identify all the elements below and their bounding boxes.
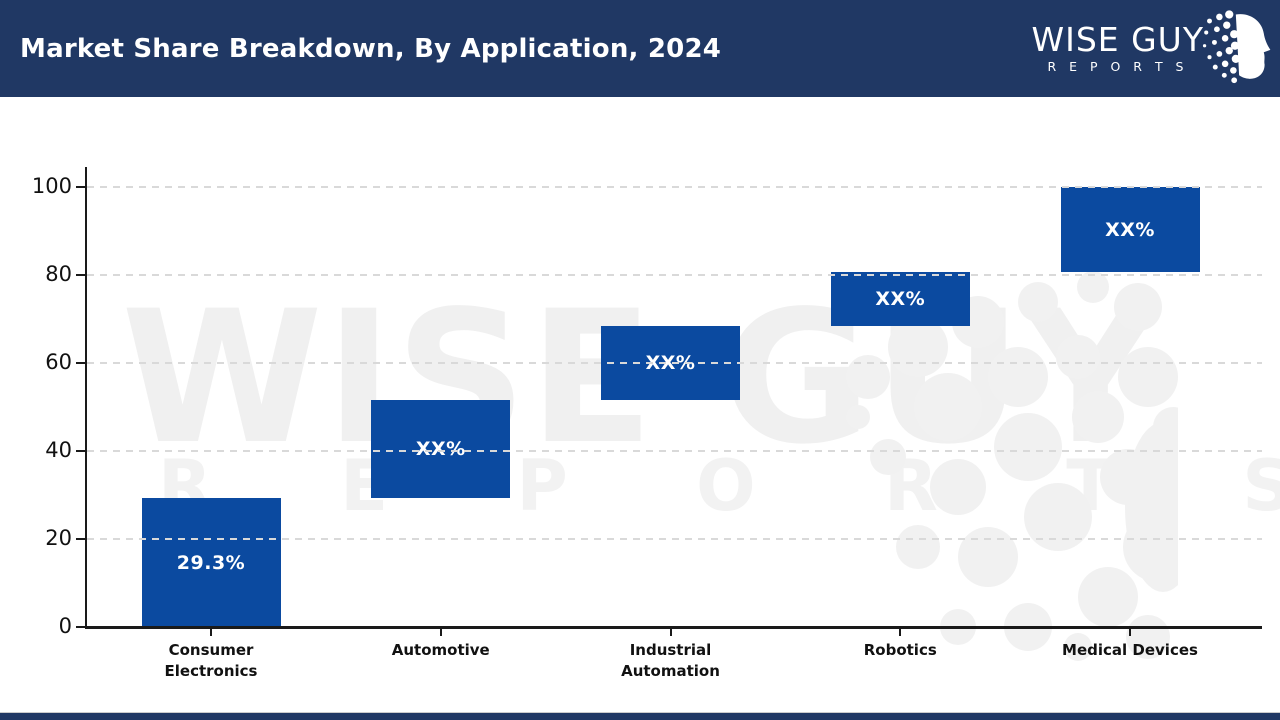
y-tick bbox=[76, 538, 85, 540]
x-tick bbox=[899, 628, 902, 636]
x-axis-line bbox=[85, 626, 1262, 629]
x-category-label: Consumer Electronics bbox=[96, 640, 326, 682]
y-tick bbox=[76, 274, 85, 276]
x-category-label: Robotics bbox=[785, 640, 1015, 661]
x-category-label: Industrial Automation bbox=[556, 640, 786, 682]
y-gridline bbox=[87, 450, 1262, 452]
x-tick bbox=[1129, 628, 1131, 636]
waterfall-bar: XX% bbox=[371, 400, 511, 499]
x-category-label: Medical Devices bbox=[1015, 640, 1245, 661]
y-tick bbox=[76, 626, 85, 628]
x-category-label-line: Automation bbox=[621, 662, 720, 680]
x-category-label-line: Medical Devices bbox=[1062, 641, 1198, 659]
x-category-label-line: Robotics bbox=[863, 641, 937, 659]
dotted-face-profile-icon bbox=[1202, 9, 1271, 83]
y-tick-label: 0 bbox=[58, 614, 72, 638]
y-tick-label: 100 bbox=[31, 174, 72, 198]
x-category-label-line: Electronics bbox=[164, 662, 258, 680]
header-bar: Market Share Breakdown, By Application, … bbox=[0, 0, 1280, 97]
y-tick bbox=[76, 186, 85, 188]
y-gridline bbox=[87, 538, 1262, 540]
waterfall-bar: 29.3% bbox=[141, 498, 281, 627]
wise-guy-logo: WISE GUY R E P O R T S bbox=[1031, 0, 1272, 97]
x-tick bbox=[439, 628, 442, 636]
logo-sub: R E P O R T S bbox=[1047, 59, 1188, 74]
y-gridline bbox=[87, 362, 1262, 364]
chart-area: WISE GUY R E P O R T S 29.3%XX%XX%XX%XX%… bbox=[0, 97, 1280, 712]
y-gridline bbox=[87, 274, 1262, 276]
x-category-label-line: Automotive bbox=[391, 641, 490, 659]
watermark-dotted-face bbox=[846, 271, 1178, 661]
page-title: Market Share Breakdown, By Application, … bbox=[20, 33, 722, 64]
waterfall-bar: XX% bbox=[830, 272, 970, 327]
x-tick bbox=[669, 628, 672, 636]
x-category-label-line: Industrial bbox=[629, 641, 712, 659]
y-tick bbox=[76, 362, 85, 364]
logo-word: WISE GUY bbox=[1031, 20, 1204, 59]
bar-value-label: XX% bbox=[875, 288, 926, 311]
y-axis-line bbox=[85, 167, 87, 629]
x-tick bbox=[210, 628, 212, 636]
y-tick-label: 20 bbox=[45, 526, 72, 550]
y-tick-label: 60 bbox=[45, 350, 72, 374]
logo-wordmark: WISE GUY R E P O R T S bbox=[1031, 20, 1204, 75]
bar-value-label: XX% bbox=[1105, 218, 1155, 241]
waterfall-bar: XX% bbox=[1060, 187, 1200, 273]
bar-value-label: 29.3% bbox=[176, 551, 246, 574]
y-tick-label: 40 bbox=[45, 438, 72, 462]
x-category-label: Automotive bbox=[326, 640, 556, 661]
y-gridline bbox=[87, 186, 1262, 188]
bar-value-label: XX% bbox=[416, 438, 466, 460]
footer-divider bbox=[0, 712, 1280, 713]
y-tick-label: 80 bbox=[45, 262, 72, 286]
x-category-label-line: Consumer bbox=[168, 641, 254, 659]
watermark-text-line2: R E P O R T S bbox=[158, 445, 1280, 527]
y-tick bbox=[76, 450, 85, 452]
footer-bar bbox=[0, 713, 1280, 720]
